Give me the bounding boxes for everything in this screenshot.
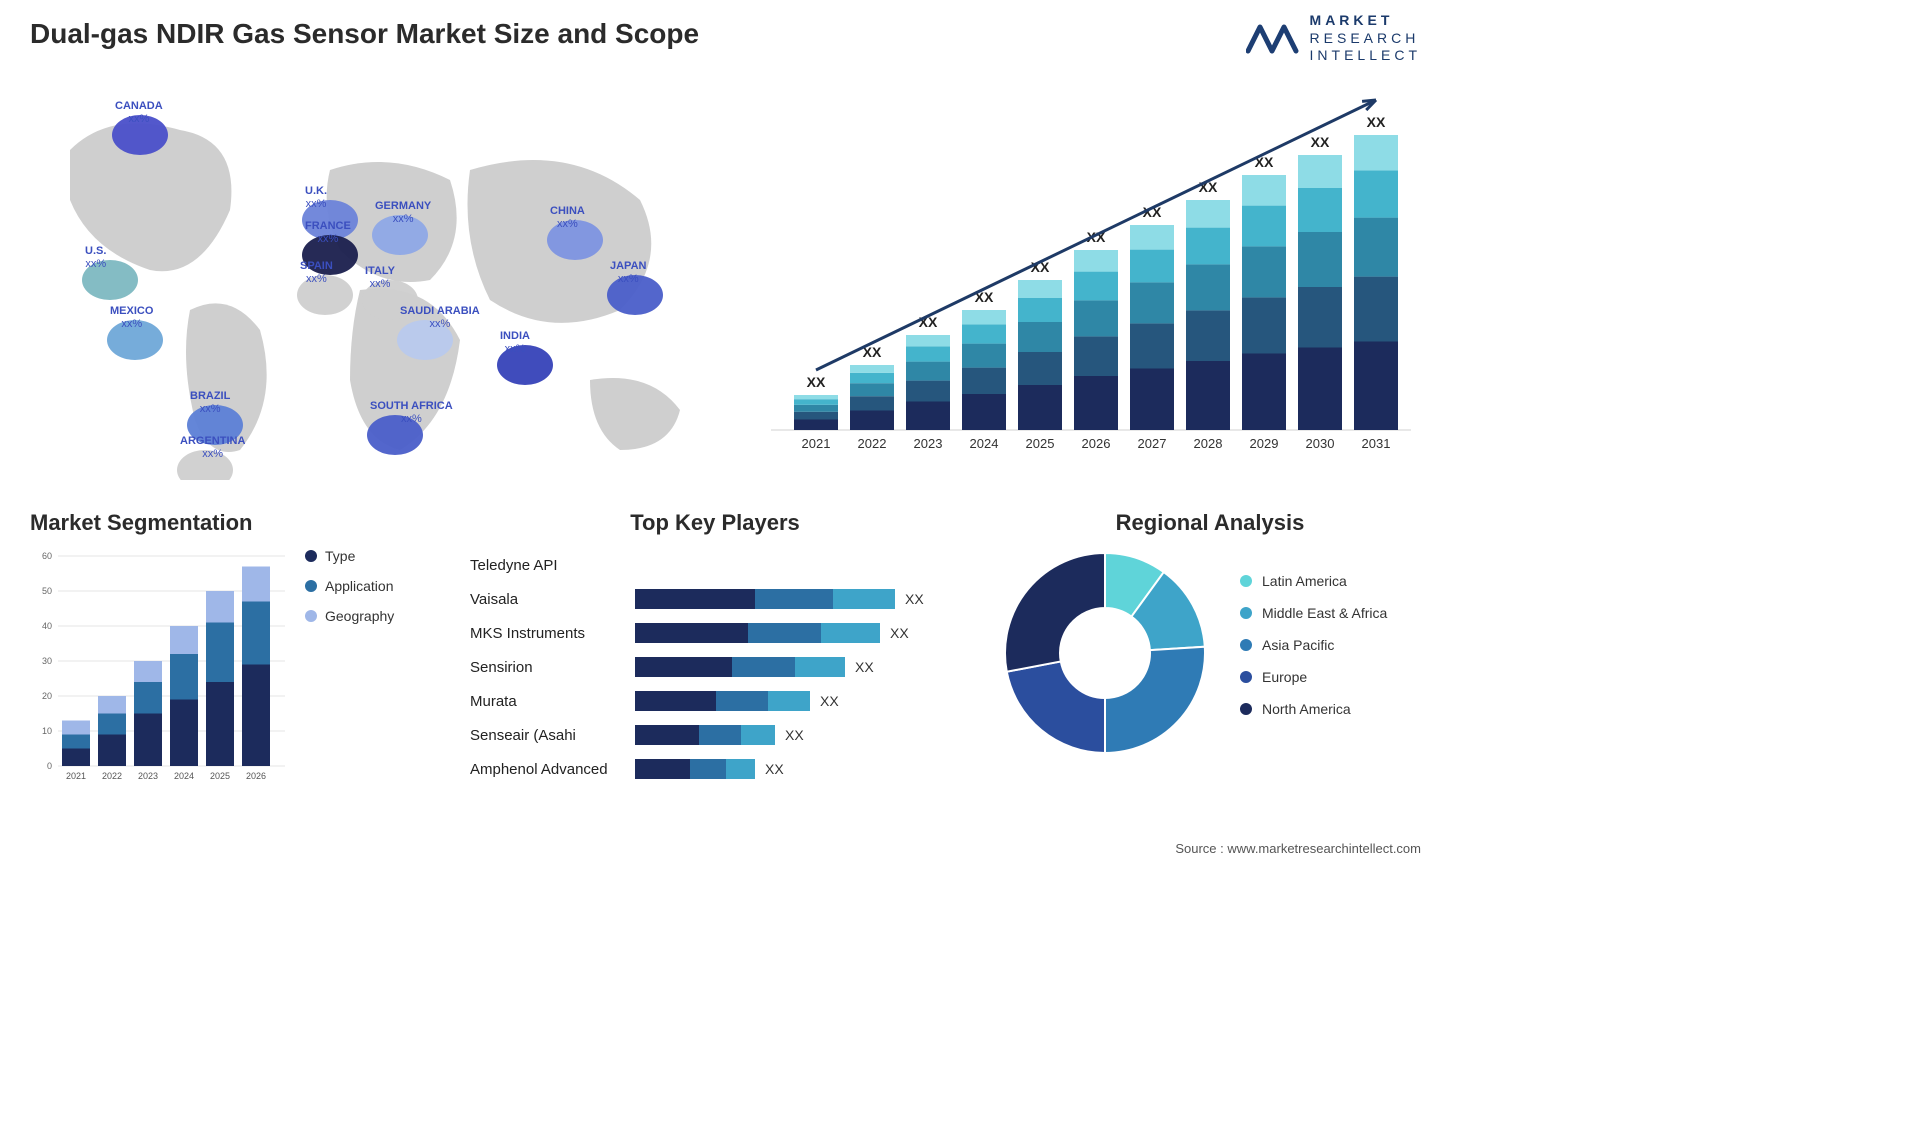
map-country-label: JAPANxx%: [610, 260, 646, 286]
map-country-label: U.S.xx%: [85, 245, 106, 271]
map-country-label: U.K.xx%: [305, 185, 327, 211]
svg-text:2025: 2025: [1026, 436, 1055, 451]
segmentation-legend: Type Application Geography: [305, 548, 394, 638]
key-player-name: Teledyne API: [470, 557, 635, 574]
logo-mark-icon: [1246, 15, 1300, 61]
svg-text:2024: 2024: [970, 436, 999, 451]
segmentation-chart: 0 10 20 30 40 50 60 2021 2022 2023 2024 2025 2026: [30, 548, 285, 788]
svg-text:XX: XX: [807, 374, 826, 390]
svg-text:30: 30: [42, 656, 52, 666]
key-player-value: XX: [820, 693, 839, 709]
key-player-bar: [635, 725, 775, 745]
svg-text:2027: 2027: [1138, 436, 1167, 451]
key-player-name: Sensirion: [470, 659, 635, 676]
svg-text:2021: 2021: [66, 771, 86, 781]
map-country-label: ARGENTINAxx%: [180, 435, 245, 461]
regional-donut-chart: [1000, 548, 1210, 758]
logo-text: MARKET RESEARCH INTELLECT: [1310, 12, 1421, 65]
key-player-row: Vaisala XX: [470, 582, 960, 616]
key-player-bar: [635, 589, 895, 609]
map-country-label: ITALYxx%: [365, 265, 395, 291]
svg-text:2025: 2025: [210, 771, 230, 781]
map-country-label: FRANCExx%: [305, 220, 351, 246]
key-player-value: XX: [855, 659, 874, 675]
svg-text:50: 50: [42, 586, 52, 596]
map-country-label: INDIAxx%: [500, 330, 530, 356]
brand-logo: MARKET RESEARCH INTELLECT: [1246, 12, 1421, 65]
key-player-bar: [635, 759, 755, 779]
map-country-label: CHINAxx%: [550, 205, 585, 231]
key-player-name: Murata: [470, 693, 635, 710]
map-country-label: SOUTH AFRICAxx%: [370, 400, 453, 426]
key-player-name: MKS Instruments: [470, 625, 635, 642]
map-country-label: SPAINxx%: [300, 260, 333, 286]
key-player-name: Amphenol Advanced: [470, 761, 635, 778]
svg-text:0: 0: [47, 761, 52, 771]
regional-panel: Regional Analysis Latin America Middle Ea…: [1000, 510, 1420, 820]
map-country-label: CANADAxx%: [115, 100, 163, 126]
regional-legend-item: Asia Pacific: [1240, 637, 1387, 653]
segmentation-panel: Market Segmentation 0 10 20 30 40 50 60 2021 202…: [30, 510, 430, 820]
svg-text:2023: 2023: [138, 771, 158, 781]
segmentation-legend-item: Application: [305, 578, 394, 594]
regional-legend-item: Europe: [1240, 669, 1387, 685]
key-player-bar: [635, 623, 880, 643]
svg-text:2022: 2022: [858, 436, 887, 451]
segmentation-legend-item: Type: [305, 548, 394, 564]
svg-text:XX: XX: [1367, 114, 1386, 130]
key-player-row: Sensirion XX: [470, 650, 960, 684]
segmentation-legend-item: Geography: [305, 608, 394, 624]
map-country-label: BRAZILxx%: [190, 390, 230, 416]
page-title: Dual-gas NDIR Gas Sensor Market Size and…: [30, 18, 699, 50]
regional-legend-item: Latin America: [1240, 573, 1387, 589]
regional-legend: Latin America Middle East & Africa Asia Pa…: [1240, 573, 1387, 733]
key-player-row: Teledyne API: [470, 548, 960, 582]
source-attribution: Source : www.marketresearchintellect.com: [1175, 841, 1421, 856]
key-player-name: Vaisala: [470, 591, 635, 608]
key-player-name: Senseair (Asahi: [470, 727, 635, 744]
map-country-label: GERMANYxx%: [375, 200, 431, 226]
key-players-list: Teledyne APIVaisalaXXMKS InstrumentsXXSe…: [470, 548, 960, 786]
segmentation-title: Market Segmentation: [30, 510, 430, 536]
svg-text:2030: 2030: [1306, 436, 1335, 451]
svg-text:2026: 2026: [246, 771, 266, 781]
key-player-bar: [635, 657, 845, 677]
svg-text:2026: 2026: [1082, 436, 1111, 451]
svg-text:2029: 2029: [1250, 436, 1279, 451]
svg-text:2031: 2031: [1362, 436, 1391, 451]
svg-text:XX: XX: [1311, 134, 1330, 150]
key-player-value: XX: [765, 761, 784, 777]
key-player-bar: [635, 691, 810, 711]
regional-legend-item: Middle East & Africa: [1240, 605, 1387, 621]
key-player-row: MKS Instruments XX: [470, 616, 960, 650]
svg-text:2028: 2028: [1194, 436, 1223, 451]
svg-text:2022: 2022: [102, 771, 122, 781]
svg-text:2024: 2024: [174, 771, 194, 781]
svg-text:20: 20: [42, 691, 52, 701]
world-map-panel: CANADAxx% U.S.xx% MEXICOxx% BRAZILxx% ARGENT…: [30, 80, 710, 480]
growth-bar-chart: XX2021XX2022XX2023XX2024XX2025XX2026XX20…: [771, 90, 1411, 470]
logo-line3: INTELLECT: [1310, 47, 1421, 65]
key-players-title: Top Key Players: [470, 510, 960, 536]
key-player-value: XX: [905, 591, 924, 607]
logo-line2: RESEARCH: [1310, 30, 1421, 48]
key-player-value: XX: [890, 625, 909, 641]
regional-title: Regional Analysis: [1000, 510, 1420, 536]
logo-line1: MARKET: [1310, 12, 1421, 30]
svg-text:2023: 2023: [914, 436, 943, 451]
key-player-value: XX: [785, 727, 804, 743]
svg-text:60: 60: [42, 551, 52, 561]
key-player-row: Senseair (Asahi XX: [470, 718, 960, 752]
key-player-row: Amphenol Advanced XX: [470, 752, 960, 786]
svg-text:2021: 2021: [802, 436, 831, 451]
svg-text:40: 40: [42, 621, 52, 631]
regional-legend-item: North America: [1240, 701, 1387, 717]
key-player-row: Murata XX: [470, 684, 960, 718]
svg-text:10: 10: [42, 726, 52, 736]
key-players-panel: Top Key Players Teledyne APIVaisalaXXMKS…: [470, 510, 960, 820]
map-country-label: MEXICOxx%: [110, 305, 153, 331]
map-country-label: SAUDI ARABIAxx%: [400, 305, 480, 331]
